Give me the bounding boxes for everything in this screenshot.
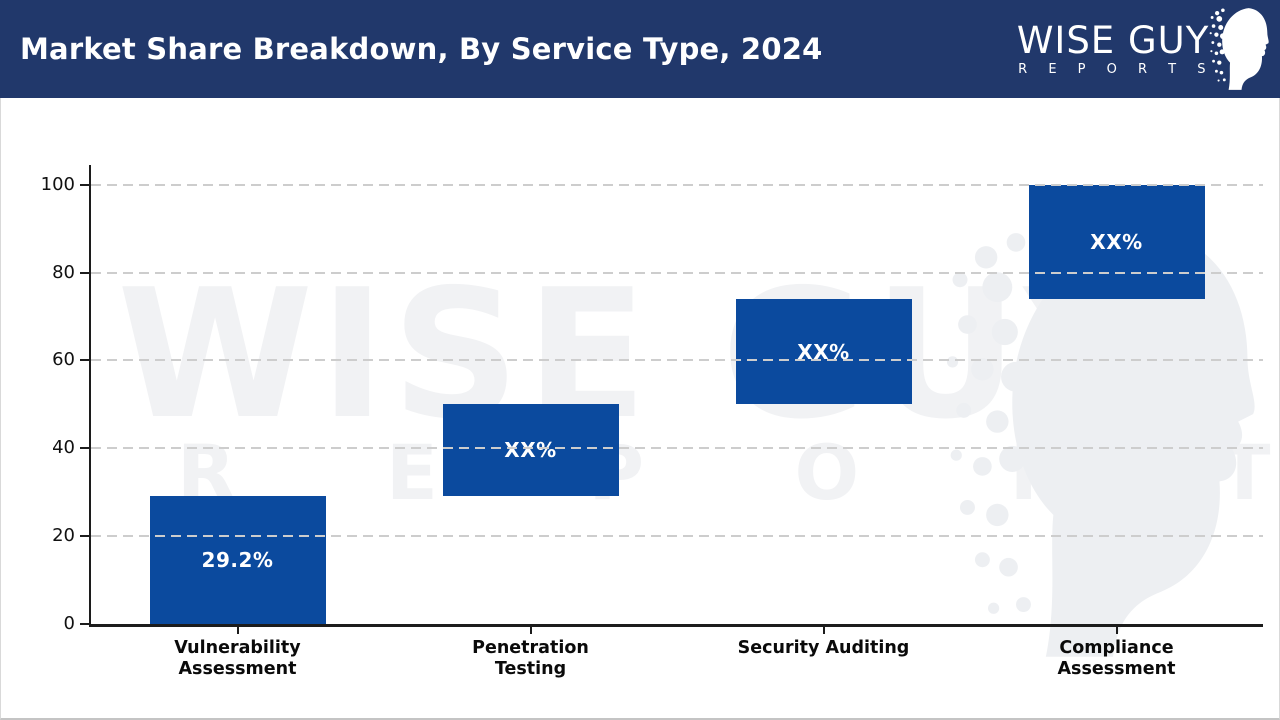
y-tick-mark: [80, 271, 89, 274]
x-category: Penetration Testing: [391, 638, 671, 680]
brand-tagline: R E P O R T S: [1018, 61, 1214, 77]
bar: 29.2%: [149, 495, 326, 624]
y-tick-label: 20: [52, 525, 75, 547]
brand-logo: WISE GUY R E P O R T S: [1012, 6, 1270, 92]
y-tick-mark: [80, 623, 89, 625]
x-category: Vulnerability Assessment: [98, 638, 378, 680]
x-category-line: Compliance: [1059, 638, 1174, 658]
y-tick-label: 80: [52, 261, 75, 283]
x-category-line: Assessment: [1057, 659, 1176, 679]
x-tick-mark: [1115, 627, 1118, 634]
x-tick-mark: [822, 627, 825, 634]
chart-title: Market Share Breakdown, By Service Type,…: [20, 32, 823, 66]
gridline: [91, 535, 1263, 538]
bar: XX%: [1028, 184, 1205, 299]
bar: XX%: [735, 298, 912, 405]
x-category-line: Penetration: [472, 638, 589, 658]
header: Market Share Breakdown, By Service Type,…: [0, 0, 1280, 98]
x-category-line: Assessment: [178, 659, 297, 679]
gridline: [91, 271, 1263, 274]
y-tick-label: 0: [63, 613, 75, 634]
bar: XX%: [442, 404, 619, 496]
y-tick-label: 100: [40, 173, 75, 195]
y-tick-label: 40: [52, 437, 75, 459]
y-tick-mark: [80, 535, 89, 538]
chart-area: WISE GUY R E P O R T S 29.2% XX% XX% XX%: [0, 98, 1280, 720]
bar-value-label: 29.2%: [201, 547, 274, 572]
bar-value-label: XX%: [504, 438, 557, 463]
plot-area: 29.2% XX% XX% XX% 0 20 40 60 80 100: [41, 165, 1263, 679]
gridline: [91, 359, 1263, 362]
y-tick-label: 60: [52, 349, 75, 371]
brand-logo-text: WISE GUY R E P O R T S: [1012, 22, 1214, 77]
gridline: [91, 447, 1263, 450]
x-category: Security Auditing: [684, 638, 964, 659]
x-category-line: Security Auditing: [737, 638, 910, 658]
x-category: Compliance Assessment: [977, 638, 1257, 680]
y-tick-mark: [80, 359, 89, 362]
y-tick-mark: [80, 447, 89, 450]
gridline: [91, 183, 1263, 186]
brand-name: WISE GUY: [1016, 18, 1210, 62]
x-category-line: Testing: [494, 659, 567, 679]
bar-value-label: XX%: [1090, 229, 1143, 254]
x-category-line: Vulnerability: [174, 638, 301, 658]
x-tick-mark: [236, 627, 239, 634]
y-tick-mark: [80, 183, 89, 186]
x-tick-mark: [529, 627, 532, 634]
brand-head-icon: [1209, 8, 1269, 90]
